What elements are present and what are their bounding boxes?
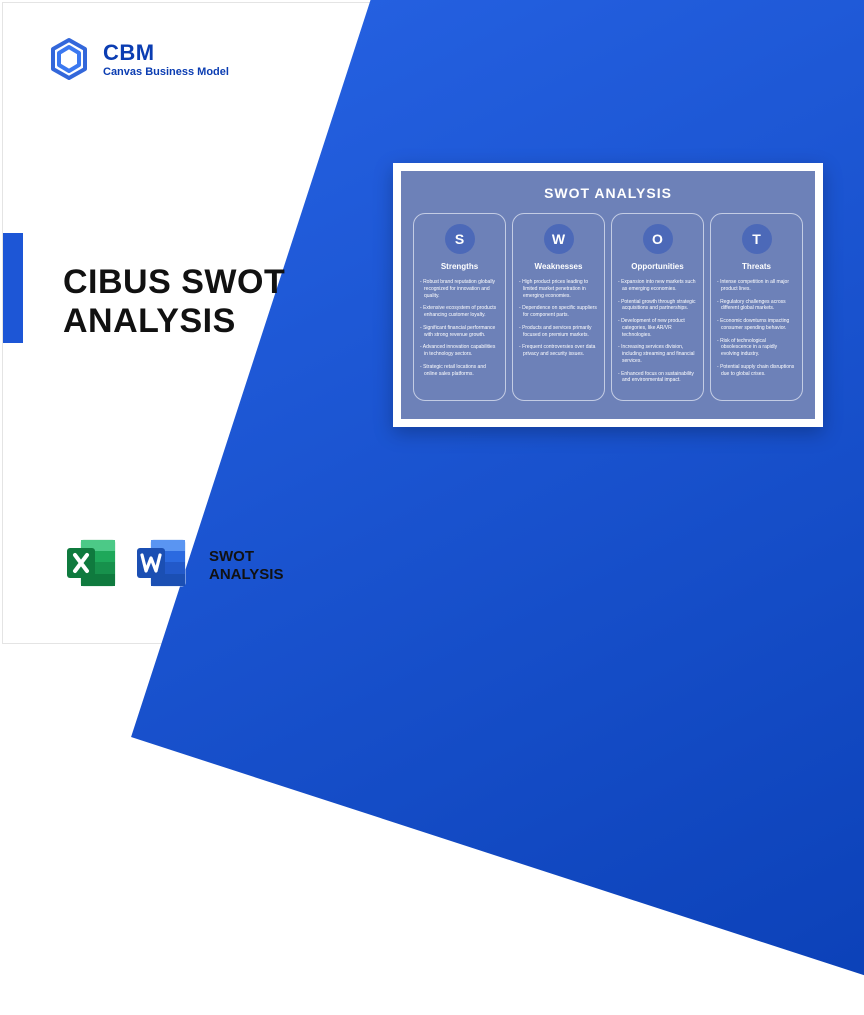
word-icon xyxy=(133,534,191,597)
swot-column-strengths: S Strengths Robust brand reputation global… xyxy=(413,213,506,401)
brand-logo: CBM Canvas Business Model xyxy=(47,37,229,81)
swot-item-list: Expansion into new markets such as emerg… xyxy=(618,279,697,390)
swot-item: Enhanced focus on sustainability and env… xyxy=(618,371,697,385)
swot-item: Frequent controversies over data privacy… xyxy=(519,344,598,358)
accent-bar xyxy=(3,233,23,343)
swot-badge: T xyxy=(742,224,772,254)
swot-item: Significant financial performance with s… xyxy=(420,325,499,339)
brand-acronym: CBM xyxy=(103,40,229,66)
swot-item: Dependence on specific suppliers for com… xyxy=(519,305,598,319)
swot-column-threats: T Threats Intense competition in all major… xyxy=(710,213,803,401)
file-label-line-1: SWOT xyxy=(209,548,283,565)
swot-item: High product prices leading to limited m… xyxy=(519,279,598,299)
page-title: CIBUS SWOT ANALYSIS xyxy=(63,263,285,341)
swot-item: Development of new product categories, l… xyxy=(618,318,697,338)
swot-column-opportunities: O Opportunities Expansion into new markets… xyxy=(611,213,704,401)
logo-icon xyxy=(47,37,91,81)
swot-badge: S xyxy=(445,224,475,254)
brand-subtitle: Canvas Business Model xyxy=(103,66,229,78)
swot-item: Potential supply chain disruptions due t… xyxy=(717,364,796,378)
swot-heading: Strengths xyxy=(441,262,478,271)
swot-item: Products and services primarily focused … xyxy=(519,325,598,339)
swot-item: Expansion into new markets such as emerg… xyxy=(618,279,697,293)
title-line-2: ANALYSIS xyxy=(63,302,285,341)
swot-item: Potential growth through strategic acqui… xyxy=(618,299,697,313)
swot-item: Risk of technological obsolescence in a … xyxy=(717,338,796,358)
swot-item: Economic downturns impacting consumer sp… xyxy=(717,318,796,332)
swot-item: Strategic retail locations and online sa… xyxy=(420,364,499,378)
swot-item: Robust brand reputation globally recogni… xyxy=(420,279,499,299)
swot-item: Increasing services division, including … xyxy=(618,344,697,364)
file-label: SWOT ANALYSIS xyxy=(209,548,283,583)
swot-heading: Threats xyxy=(742,262,771,271)
swot-item-list: Intense competition in all major product… xyxy=(717,279,796,383)
swot-item: Extensive ecosystem of products enhancin… xyxy=(420,305,499,319)
swot-item-list: High product prices leading to limited m… xyxy=(519,279,598,364)
swot-item: Regulatory challenges across different g… xyxy=(717,299,796,313)
swot-heading: Weaknesses xyxy=(535,262,583,271)
swot-item: Intense competition in all major product… xyxy=(717,279,796,293)
file-type-icons: SWOT ANALYSIS xyxy=(63,534,283,597)
file-label-line-2: ANALYSIS xyxy=(209,566,283,583)
swot-heading: Opportunities xyxy=(631,262,683,271)
swot-badge: O xyxy=(643,224,673,254)
swot-item: Advanced innovation capabilities in tech… xyxy=(420,344,499,358)
swot-column-weaknesses: W Weaknesses High product prices leading t… xyxy=(512,213,605,401)
excel-icon xyxy=(63,534,121,597)
swot-preview-card: SWOT ANALYSIS S Strengths Robust brand rep… xyxy=(393,163,823,427)
swot-card-title: SWOT ANALYSIS xyxy=(413,185,803,201)
swot-badge: W xyxy=(544,224,574,254)
swot-item-list: Robust brand reputation globally recogni… xyxy=(420,279,499,383)
diagonal-background xyxy=(131,0,864,1015)
title-line-1: CIBUS SWOT xyxy=(63,263,285,302)
